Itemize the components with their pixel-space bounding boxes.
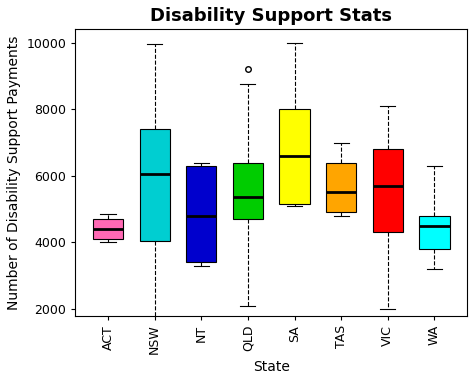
X-axis label: State: State	[253, 360, 290, 374]
PathPatch shape	[326, 163, 356, 213]
Title: Disability Support Stats: Disability Support Stats	[150, 7, 392, 25]
PathPatch shape	[373, 149, 403, 232]
PathPatch shape	[93, 219, 123, 239]
PathPatch shape	[233, 163, 263, 219]
Y-axis label: Number of Disability Support Payments: Number of Disability Support Payments	[7, 35, 21, 310]
PathPatch shape	[419, 216, 449, 249]
PathPatch shape	[186, 166, 217, 263]
PathPatch shape	[279, 109, 310, 204]
PathPatch shape	[139, 129, 170, 241]
